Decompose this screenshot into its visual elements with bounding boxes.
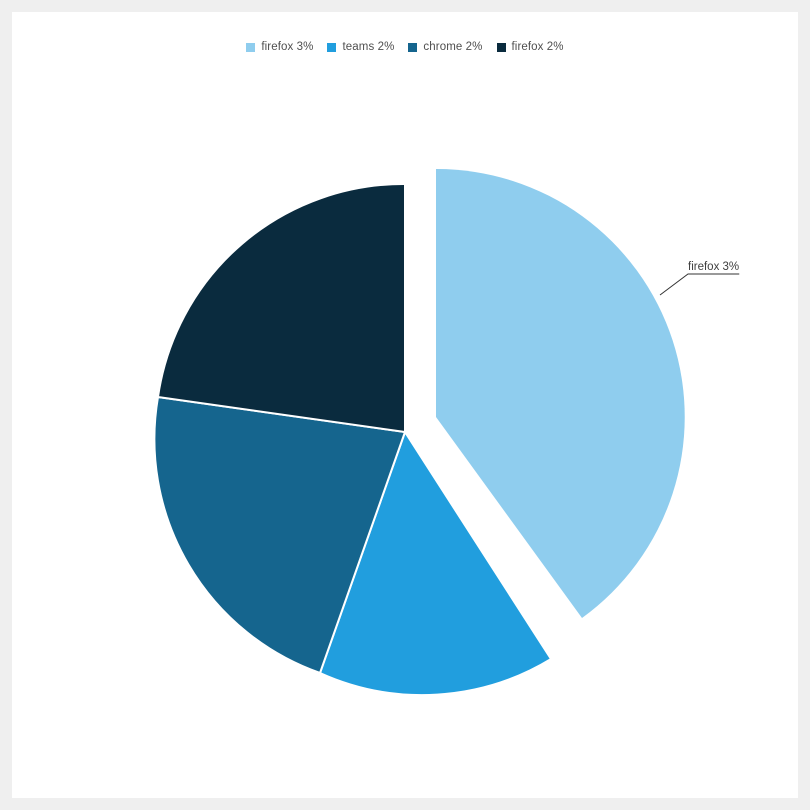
plot-area: firefox 3%: [12, 56, 798, 798]
legend-item-chrome-2[interactable]: chrome 2%: [408, 40, 482, 54]
legend-swatch-icon: [327, 42, 337, 52]
legend-item-label: teams 2%: [342, 41, 395, 53]
legend-swatch-icon: [408, 42, 418, 52]
legend-item-teams-2[interactable]: teams 2%: [327, 40, 394, 54]
pie-slice-firefox-3[interactable]: [436, 168, 685, 619]
legend-item-label: firefox 2%: [511, 41, 564, 53]
callout-label: firefox 3%: [688, 261, 739, 273]
legend-item-label: chrome 2%: [423, 41, 483, 53]
legend-item-label: firefox 3%: [261, 41, 314, 53]
legend-item-firefox-3[interactable]: firefox 3%: [246, 40, 313, 54]
pie-slice-teams-2[interactable]: [318, 429, 553, 697]
legend-item-firefox-2[interactable]: firefox 2%: [496, 40, 564, 54]
legend-swatch-icon: [496, 42, 506, 52]
callout-leader-line: [659, 273, 740, 296]
legend-swatch-icon: [246, 42, 256, 52]
pie-chart: firefox 3%: [153, 168, 740, 697]
pie-slice-chrome-2[interactable]: [153, 395, 407, 675]
pie-slice-firefox-2[interactable]: [156, 182, 406, 434]
chart-card: firefox 3% teams 2% chrome 2% firefox 2%: [12, 12, 798, 798]
chart-legend: firefox 3% teams 2% chrome 2% firefox 2%: [12, 38, 798, 56]
page-frame: firefox 3% teams 2% chrome 2% firefox 2%: [12, 12, 798, 798]
